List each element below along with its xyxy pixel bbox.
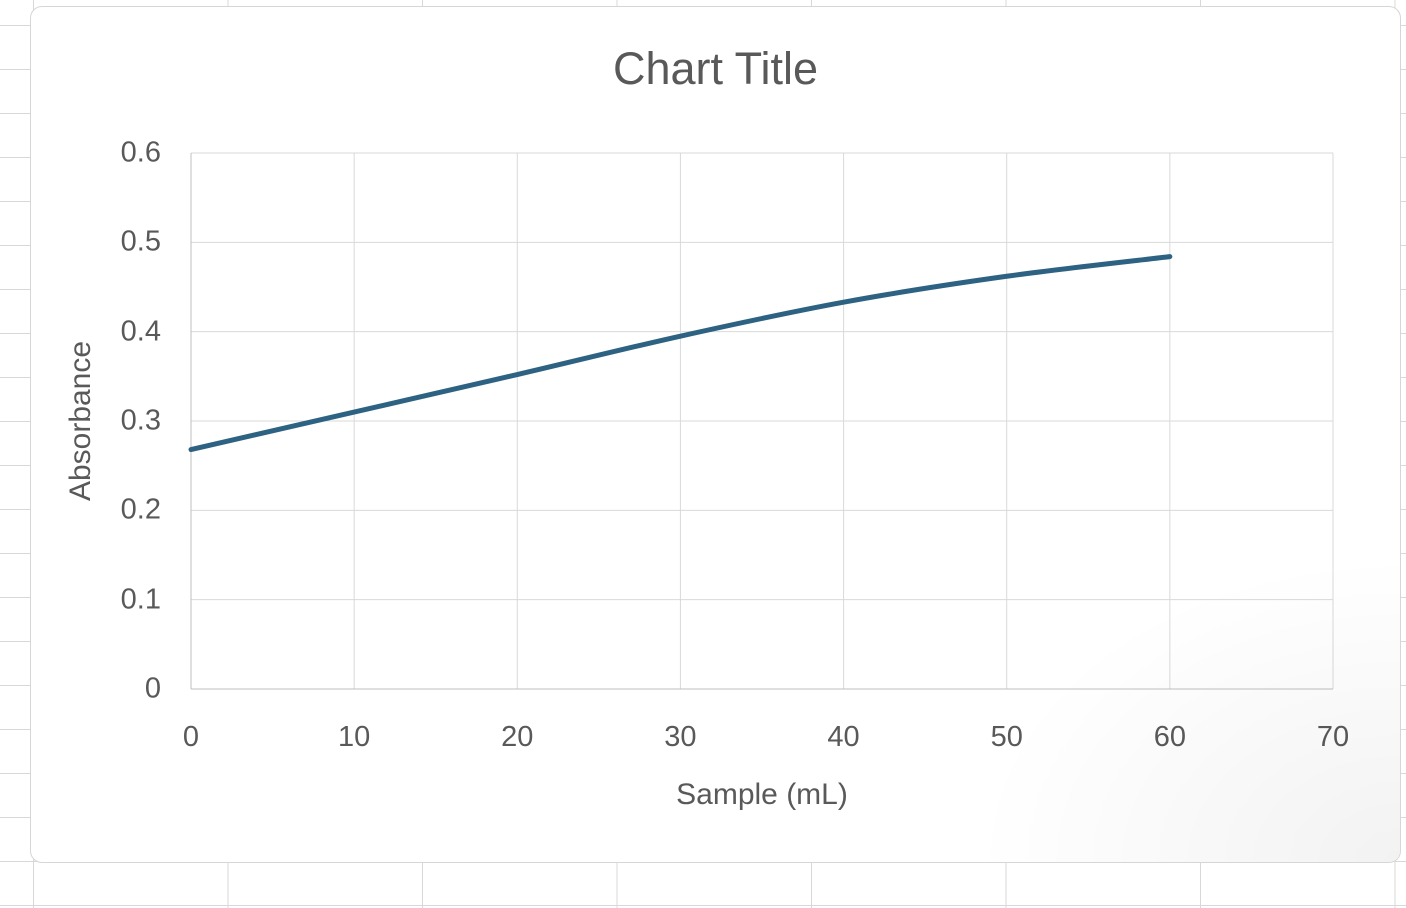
y-axis-ticks[interactable]: 0 0.1 0.2 0.3 0.4 0.5 0.6	[31, 7, 161, 862]
chart-object[interactable]: Chart Title Absorbance 0 0.1 0.2 0.3 0.4 0.5 0…	[30, 6, 1401, 863]
y-tick-label: 0.5	[120, 225, 161, 258]
x-tick-label: 40	[827, 721, 860, 753]
x-tick-label: 60	[1153, 721, 1186, 753]
x-tick-label: 50	[990, 721, 1023, 753]
x-tick-label: 30	[664, 721, 697, 753]
y-tick-label: 0.3	[120, 404, 161, 437]
y-tick-label: 0.6	[120, 136, 161, 169]
x-tick-label: 10	[338, 721, 371, 753]
y-tick-label: 0.4	[120, 315, 161, 348]
x-tick-label: 20	[501, 721, 534, 753]
x-tick-label: 70	[1316, 721, 1350, 753]
chart-title[interactable]: Chart Title	[612, 43, 819, 94]
y-tick-label: 0	[144, 672, 161, 705]
x-tick-label: 0	[182, 721, 200, 753]
y-tick-label: 0.1	[120, 583, 161, 616]
y-tick-label: 0.2	[120, 493, 161, 526]
x-axis-ticks[interactable]: 0 10 20 30 40 50 60 70	[31, 721, 1400, 761]
x-axis-title[interactable]: Sample (mL)	[676, 778, 848, 811]
series-line[interactable]	[188, 254, 1173, 453]
plot-area[interactable]	[188, 152, 1334, 690]
